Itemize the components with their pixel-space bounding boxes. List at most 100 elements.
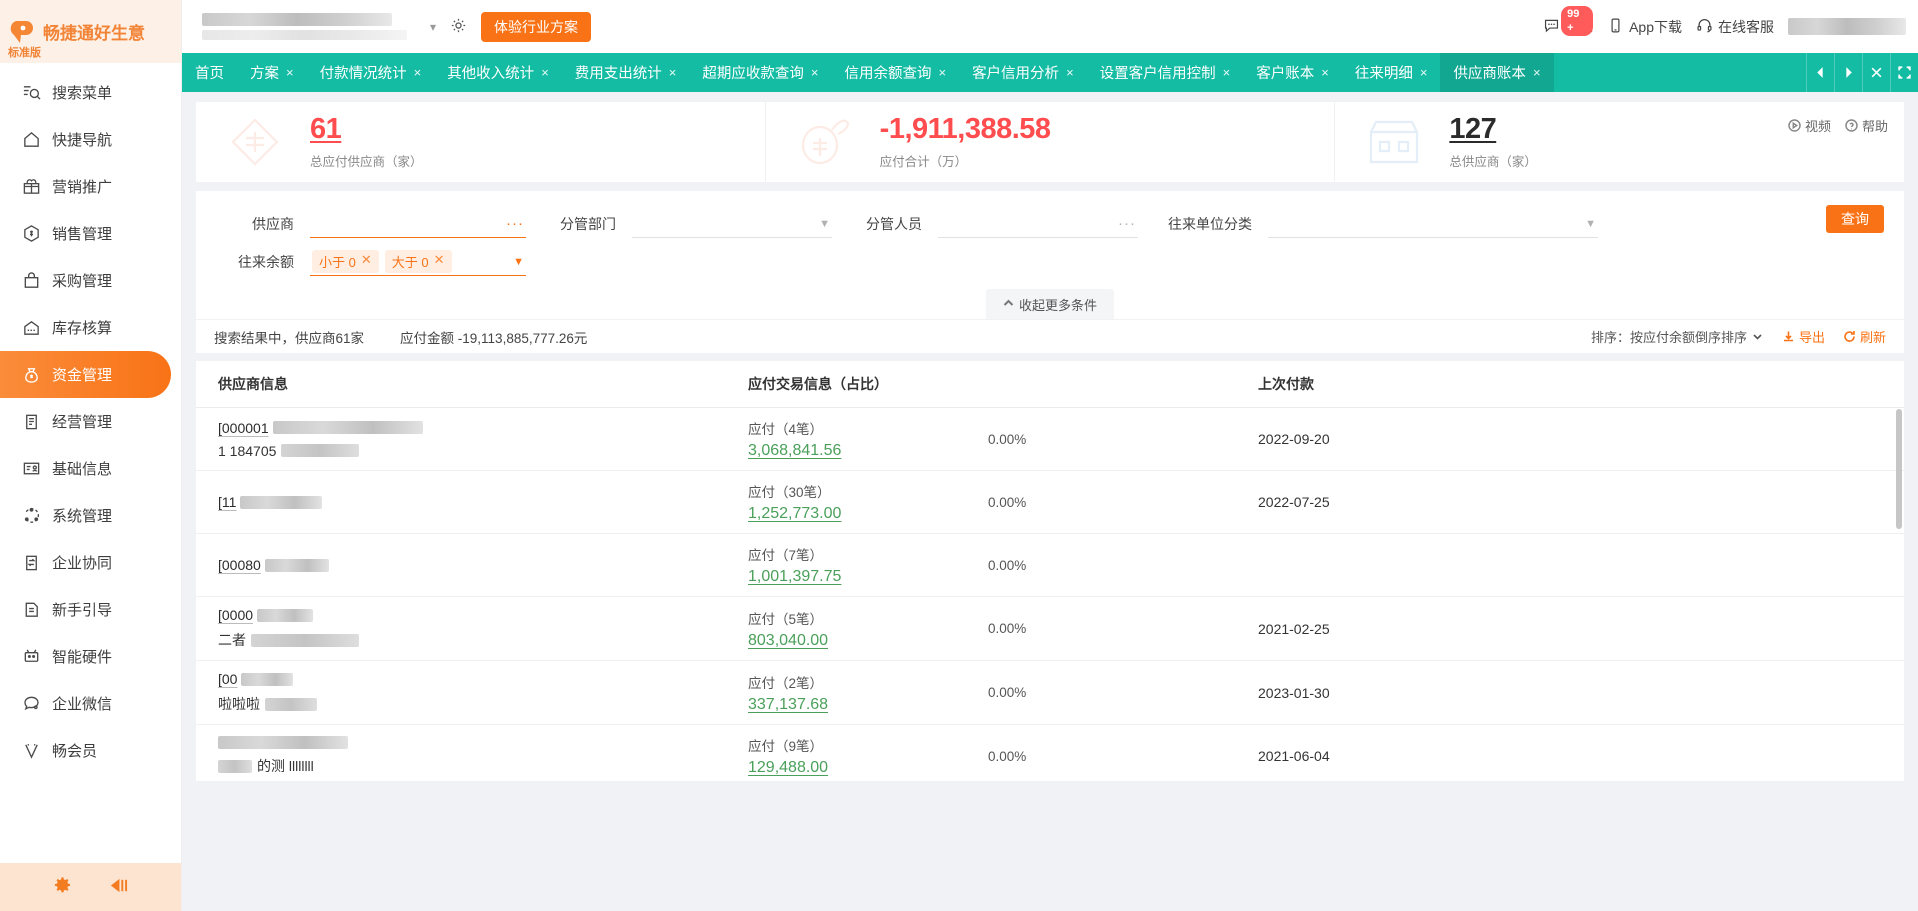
next-arrow-icon[interactable]	[1834, 53, 1862, 92]
tag-remove-icon[interactable]: ✕	[433, 252, 445, 267]
sidebar-item-vip[interactable]: 畅会员	[0, 727, 181, 774]
video-link[interactable]: 视频	[1788, 116, 1831, 135]
sidebar-item-smart-hardware[interactable]: 智能硬件	[0, 633, 181, 680]
payable-amount[interactable]: 129,488.00	[748, 759, 829, 776]
export-button[interactable]: 导出	[1782, 327, 1825, 346]
supplier-code[interactable]: [000001	[218, 419, 269, 436]
tab-close-icon[interactable]: ×	[1532, 65, 1541, 80]
tab-close-icon[interactable]: ×	[1419, 65, 1428, 80]
supplier-code[interactable]: [11	[218, 494, 237, 510]
sidebar-item-collaboration[interactable]: 企业协同	[0, 539, 181, 586]
tab-plan[interactable]: 方案 ×	[237, 53, 307, 92]
help-link[interactable]: 帮助	[1845, 116, 1888, 135]
more-options-icon[interactable]: ···	[1118, 215, 1136, 232]
supplier-code[interactable]: [00080	[218, 557, 261, 573]
tab-overdue-receivable[interactable]: 超期应收款查询 ×	[689, 53, 831, 92]
tab-set-customer-credit[interactable]: 设置客户信用控制 ×	[1087, 53, 1244, 92]
sidebar-item-inventory[interactable]: 库存核算	[0, 304, 181, 351]
supplier-ledger-table: 供应商信息 应付交易信息（占比） 上次付款 [000001	[196, 361, 1904, 781]
department-select[interactable]: ▼	[632, 210, 832, 238]
tab-label: 供应商账本	[1453, 66, 1526, 82]
balance-tag-gt0[interactable]: 大于 0 ✕	[384, 250, 452, 273]
prev-arrow-icon[interactable]	[1806, 53, 1834, 92]
sidebar-item-wechat-work[interactable]: 企业微信	[0, 680, 181, 727]
kpi-value[interactable]: 127	[1449, 112, 1497, 145]
tag-remove-icon[interactable]: ✕	[360, 252, 372, 267]
tab-close-icon[interactable]: ×	[1321, 65, 1329, 80]
sidebar-item-search-menu[interactable]: 搜索菜单	[0, 69, 181, 116]
sidebar-item-fund-management[interactable]: 资金管理	[0, 351, 171, 398]
query-button[interactable]: 查询	[1826, 205, 1884, 233]
gear-icon[interactable]	[450, 17, 467, 37]
tab-transaction-detail[interactable]: 往来明细 ×	[1342, 53, 1441, 92]
balance-multiselect[interactable]: 小于 0 ✕ 大于 0 ✕ ▼	[310, 248, 526, 276]
payable-amount[interactable]: 337,137.68	[748, 695, 829, 713]
table-scrollbar[interactable]	[1896, 409, 1902, 529]
payable-amount[interactable]: 3,068,841.56	[748, 442, 842, 459]
sidebar-item-basic-info[interactable]: 基础信息	[0, 445, 181, 492]
balance-tag-lt0[interactable]: 小于 0 ✕	[312, 250, 379, 273]
tab-supplier-ledger[interactable]: 供应商账本 ×	[1440, 53, 1554, 92]
table-row[interactable]: [000001 1 184705 应付（4笔） 3,068,	[196, 407, 1904, 471]
payable-amount[interactable]: 1,001,397.75	[748, 568, 842, 585]
tab-payment-stats[interactable]: 付款情况统计 ×	[307, 53, 435, 92]
tab-close-icon[interactable]: ×	[1222, 65, 1231, 80]
sidebar-item-quick-nav[interactable]: 快捷导航	[0, 116, 181, 163]
table-row[interactable]: 的测 llllllll 应付（9笔） 129,488.00 0.00% 2021…	[196, 724, 1904, 781]
supplier-code[interactable]: [0000	[218, 607, 254, 623]
sidebar-item-system[interactable]: 系统管理	[0, 492, 181, 539]
sidebar-item-marketing[interactable]: 营销推广	[0, 163, 181, 210]
sales-icon	[22, 224, 41, 243]
fullscreen-icon[interactable]	[1890, 53, 1918, 92]
unit-category-select[interactable]: ▼	[1268, 210, 1598, 238]
supplier-input[interactable]: ···	[310, 210, 526, 238]
logo[interactable]: 畅捷通好生意 标准版	[0, 0, 181, 63]
tab-close-icon[interactable]: ×	[541, 65, 549, 80]
tab-credit-balance[interactable]: 信用余额查询 ×	[831, 53, 959, 92]
chevron-down-icon[interactable]: ▼	[1585, 217, 1596, 230]
tab-expense-stats[interactable]: 费用支出统计 ×	[562, 53, 690, 92]
sidebar-item-guide[interactable]: 新手引导	[0, 586, 181, 633]
tab-close-icon[interactable]: ×	[286, 65, 294, 80]
app-download-button[interactable]: App下载	[1607, 17, 1682, 37]
collapse-more-conditions[interactable]: 收起更多条件	[986, 289, 1114, 319]
tab-customer-credit-analysis[interactable]: 客户信用分析 ×	[959, 53, 1087, 92]
collapse-icon[interactable]	[109, 876, 128, 898]
close-icon[interactable]	[1862, 53, 1890, 92]
kpi-value[interactable]: 61	[310, 112, 342, 145]
gear-icon[interactable]	[53, 876, 72, 898]
tab-home[interactable]: 首页	[182, 53, 237, 92]
chevron-down-icon[interactable]: ▼	[513, 255, 524, 268]
supplier-code[interactable]: [00	[218, 671, 238, 687]
messages-button[interactable]: 消息 99 +	[1543, 5, 1594, 37]
online-support-button[interactable]: 在线客服	[1696, 17, 1774, 37]
chevron-down-icon[interactable]: ▼	[819, 217, 830, 230]
tab-close-icon[interactable]: ×	[938, 65, 947, 80]
sidebar-item-operation[interactable]: 经营管理	[0, 398, 181, 445]
tab-close-icon[interactable]: ×	[1066, 65, 1074, 80]
experience-solution-button[interactable]: 体验行业方案	[481, 11, 592, 42]
sidebar-item-purchase[interactable]: 采购管理	[0, 257, 181, 304]
kpi-value[interactable]: -1,911,388.58	[879, 112, 1051, 145]
tab-close-icon[interactable]: ×	[810, 65, 819, 80]
refresh-button[interactable]: 刷新	[1843, 327, 1886, 346]
tab-other-income-stats[interactable]: 其他收入统计 ×	[434, 53, 562, 92]
chevron-down-icon[interactable]: ▾	[430, 19, 437, 34]
sidebar-item-sales[interactable]: 销售管理	[0, 210, 181, 257]
more-options-icon[interactable]: ···	[506, 215, 524, 232]
org-selector[interactable]	[202, 13, 412, 40]
payable-amount[interactable]: 1,252,773.00	[748, 505, 842, 522]
table-row[interactable]: [0000 二者 应付（5笔） 803,040.00	[196, 596, 1904, 661]
table-row[interactable]: [11 应付（30笔） 1,252,773.00 0.00% 2022-07-2…	[196, 470, 1904, 534]
manager-input[interactable]: ···	[938, 210, 1138, 238]
tab-close-icon[interactable]: ×	[413, 65, 422, 80]
tab-customer-ledger[interactable]: 客户账本 ×	[1243, 53, 1342, 92]
tab-close-icon[interactable]: ×	[668, 65, 677, 80]
user-account-redacted[interactable]	[1788, 18, 1906, 35]
table-row[interactable]: [00080 应付（7笔） 1,001,397.75 0.00%	[196, 533, 1904, 597]
payable-amount[interactable]: 803,040.00	[748, 631, 829, 649]
sort-control[interactable]: 排序：按应付余额倒序排序	[1591, 327, 1764, 346]
col-payable-info: 应付交易信息（占比）	[726, 361, 966, 408]
table-row[interactable]: [00 啦啦啦 应付（2笔） 337,137.68	[196, 660, 1904, 725]
tab-label: 客户信用分析	[972, 66, 1060, 82]
